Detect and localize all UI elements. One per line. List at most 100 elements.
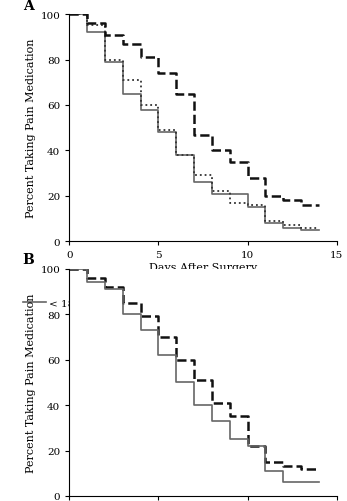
- 18−21: [263, 218, 268, 224]
- 21 +: [85, 21, 89, 27]
- Female: [228, 414, 232, 420]
- 18−21: [245, 202, 249, 208]
- Male: [263, 443, 268, 449]
- 21 +: [281, 198, 285, 204]
- < 18: [281, 225, 285, 231]
- < 18: [85, 30, 89, 36]
- Male: [138, 327, 143, 333]
- 21 +: [138, 42, 143, 48]
- 18−21: [85, 24, 89, 30]
- 21 +: [317, 202, 321, 208]
- 21 +: [263, 175, 268, 181]
- Female: [317, 466, 321, 472]
- 18−21: [192, 153, 196, 159]
- Line: 21 +: 21 +: [69, 15, 319, 205]
- 21 +: [67, 12, 71, 18]
- < 18: [121, 91, 125, 97]
- Male: [317, 479, 321, 485]
- 18−21: [156, 128, 161, 134]
- Female: [299, 466, 303, 472]
- Female: [210, 377, 214, 383]
- Male: [174, 352, 178, 358]
- Male: [103, 287, 107, 293]
- Male: [245, 436, 249, 442]
- Female: [121, 284, 125, 290]
- Male: [299, 479, 303, 485]
- Line: < 18: < 18: [69, 15, 319, 230]
- Line: Male: Male: [69, 269, 319, 482]
- < 18: [103, 60, 107, 66]
- 21 +: [138, 55, 143, 61]
- < 18: [263, 205, 268, 211]
- Male: [299, 479, 303, 485]
- Male: [228, 436, 232, 442]
- Male: [156, 327, 161, 333]
- Female: [192, 377, 196, 383]
- Female: [174, 334, 178, 340]
- Line: 18−21: 18−21: [69, 15, 319, 228]
- Male: [245, 443, 249, 449]
- < 18: [156, 107, 161, 113]
- Legend: < 18, 18−21, 21 +: < 18, 18−21, 21 +: [23, 285, 199, 309]
- 21 +: [245, 175, 249, 181]
- 21 +: [228, 148, 232, 154]
- 18−21: [299, 223, 303, 229]
- < 18: [299, 225, 303, 231]
- 18−21: [67, 12, 71, 18]
- Female: [138, 314, 143, 320]
- 21 +: [103, 33, 107, 39]
- 18−21: [103, 58, 107, 64]
- Y-axis label: Percent Taking Pain Medication: Percent Taking Pain Medication: [26, 39, 36, 218]
- 18−21: [299, 225, 303, 231]
- Female: [245, 414, 249, 420]
- Female: [263, 443, 268, 449]
- Female: [228, 400, 232, 406]
- 21 +: [245, 159, 249, 165]
- 18−21: [192, 173, 196, 179]
- Y-axis label: Percent Taking Pain Medication: Percent Taking Pain Medication: [26, 293, 36, 472]
- 18−21: [317, 225, 321, 231]
- Female: [156, 334, 161, 340]
- X-axis label: Days After Surgery: Days After Surgery: [149, 263, 257, 273]
- < 18: [228, 191, 232, 197]
- Text: B: B: [23, 253, 34, 267]
- < 18: [299, 227, 303, 233]
- Male: [67, 266, 71, 272]
- Male: [192, 380, 196, 386]
- < 18: [121, 60, 125, 66]
- Male: [281, 468, 285, 474]
- 18−21: [281, 223, 285, 229]
- Male: [85, 280, 89, 286]
- Male: [210, 402, 214, 408]
- 18−21: [210, 189, 214, 195]
- Female: [103, 275, 107, 281]
- 18−21: [245, 200, 249, 206]
- Male: [174, 380, 178, 386]
- < 18: [228, 191, 232, 197]
- < 18: [192, 153, 196, 159]
- < 18: [174, 130, 178, 136]
- 21 +: [210, 132, 214, 138]
- 18−21: [121, 58, 125, 64]
- < 18: [85, 12, 89, 18]
- Female: [210, 400, 214, 406]
- Male: [103, 280, 107, 286]
- Female: [121, 300, 125, 306]
- 18−21: [156, 103, 161, 109]
- 21 +: [192, 91, 196, 97]
- 21 +: [192, 132, 196, 138]
- < 18: [138, 91, 143, 97]
- Female: [299, 463, 303, 469]
- < 18: [103, 30, 107, 36]
- 21 +: [299, 202, 303, 208]
- 21 +: [156, 71, 161, 77]
- Male: [121, 287, 125, 293]
- 18−21: [263, 202, 268, 208]
- 21 +: [174, 91, 178, 97]
- 18−21: [174, 128, 178, 134]
- 21 +: [85, 12, 89, 18]
- Male: [192, 402, 196, 408]
- < 18: [67, 12, 71, 18]
- Line: Female: Female: [69, 269, 319, 469]
- < 18: [245, 191, 249, 197]
